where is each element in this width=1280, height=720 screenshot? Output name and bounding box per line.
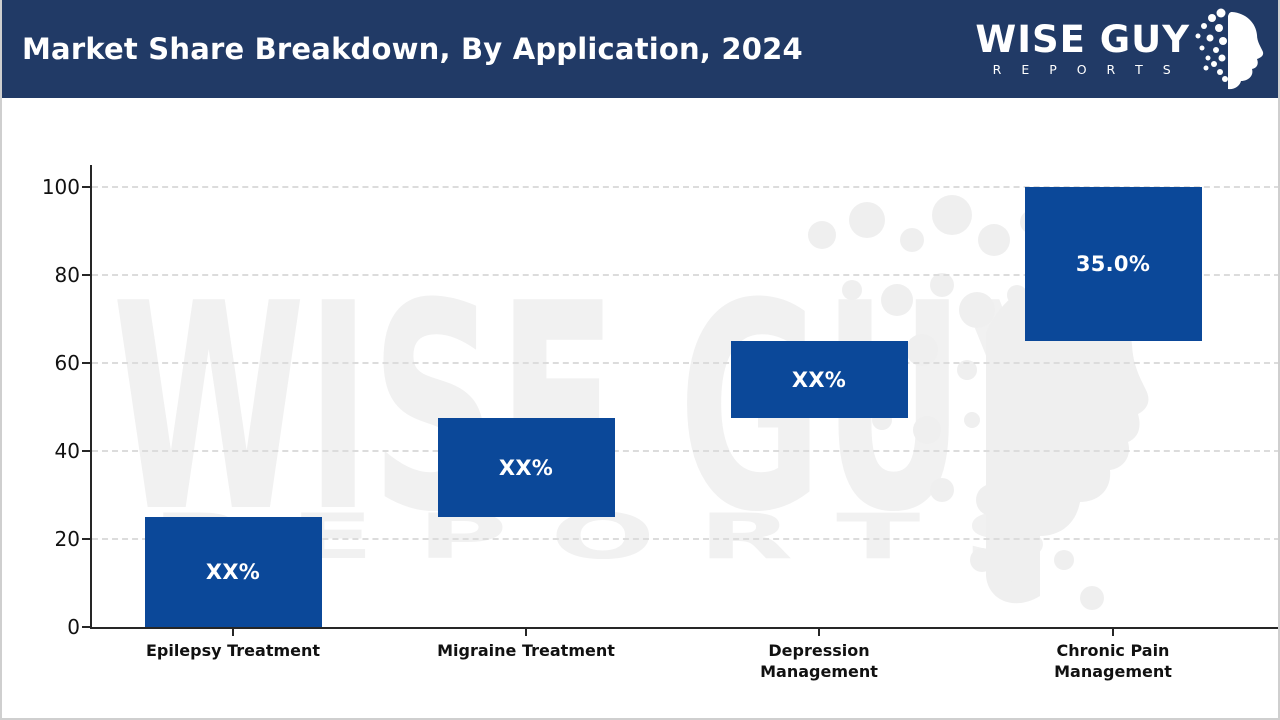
x-tick-mark-epilepsy-treatment <box>232 629 234 636</box>
y-tick-mark-100 <box>82 186 90 188</box>
bar-chronic-pain-management: 35.0% <box>1024 187 1202 341</box>
bar-epilepsy-treatment: XX% <box>144 517 322 627</box>
bar-migraine-treatment: XX% <box>437 418 615 517</box>
header-bar: Market Share Breakdown, By Application, … <box>2 0 1278 98</box>
bar-value-label-depression-management: XX% <box>791 367 847 392</box>
y-tick-label-60: 60 <box>54 351 80 375</box>
brand-logo-head-icon <box>1195 8 1264 90</box>
x-axis-label-depression-management: Depression Management <box>760 641 878 681</box>
x-tick-mark-depression-management <box>818 629 820 636</box>
y-tick-label-20: 20 <box>54 527 80 551</box>
bar-value-label-epilepsy-treatment: XX% <box>205 560 261 584</box>
y-tick-mark-80 <box>82 274 90 276</box>
y-tick-mark-20 <box>82 538 90 540</box>
y-tick-label-100: 100 <box>41 175 80 199</box>
bar-value-label-chronic-pain-management: 35.0% <box>1075 252 1151 276</box>
gridline-20 <box>92 538 1278 540</box>
y-tick-mark-40 <box>82 450 90 452</box>
brand-logo: WISE GUY R E P O R T S <box>975 4 1266 94</box>
y-tick-mark-0 <box>82 626 90 628</box>
chart-title: Market Share Breakdown, By Application, … <box>22 32 803 66</box>
x-axis-line <box>90 627 1278 629</box>
x-tick-mark-chronic-pain-management <box>1112 629 1114 636</box>
brand-logo-text: WISE GUY R E P O R T S <box>975 18 1190 78</box>
x-axis-label-chronic-pain-management: Chronic Pain Management <box>1054 641 1172 681</box>
x-axis-label-epilepsy-treatment: Epilepsy Treatment <box>145 641 321 660</box>
bar-depression-management: XX% <box>730 341 908 418</box>
y-axis-line <box>90 165 92 629</box>
bar-value-label-migraine-treatment: XX% <box>498 455 554 480</box>
x-tick-mark-migraine-treatment <box>525 629 527 636</box>
y-tick-label-0: 0 <box>67 615 80 639</box>
gridline-80 <box>92 274 1278 276</box>
gridline-40 <box>92 450 1278 452</box>
gridline-60 <box>92 362 1278 364</box>
brand-logo-line1: WISE GUY <box>975 18 1190 61</box>
y-tick-label-80: 80 <box>54 263 80 287</box>
x-axis-label-migraine-treatment: Migraine Treatment <box>437 641 615 660</box>
y-tick-mark-60 <box>82 362 90 364</box>
gridline-100 <box>92 186 1278 188</box>
brand-logo-line2: R E P O R T S <box>992 62 1179 77</box>
y-tick-label-40: 40 <box>54 439 80 463</box>
